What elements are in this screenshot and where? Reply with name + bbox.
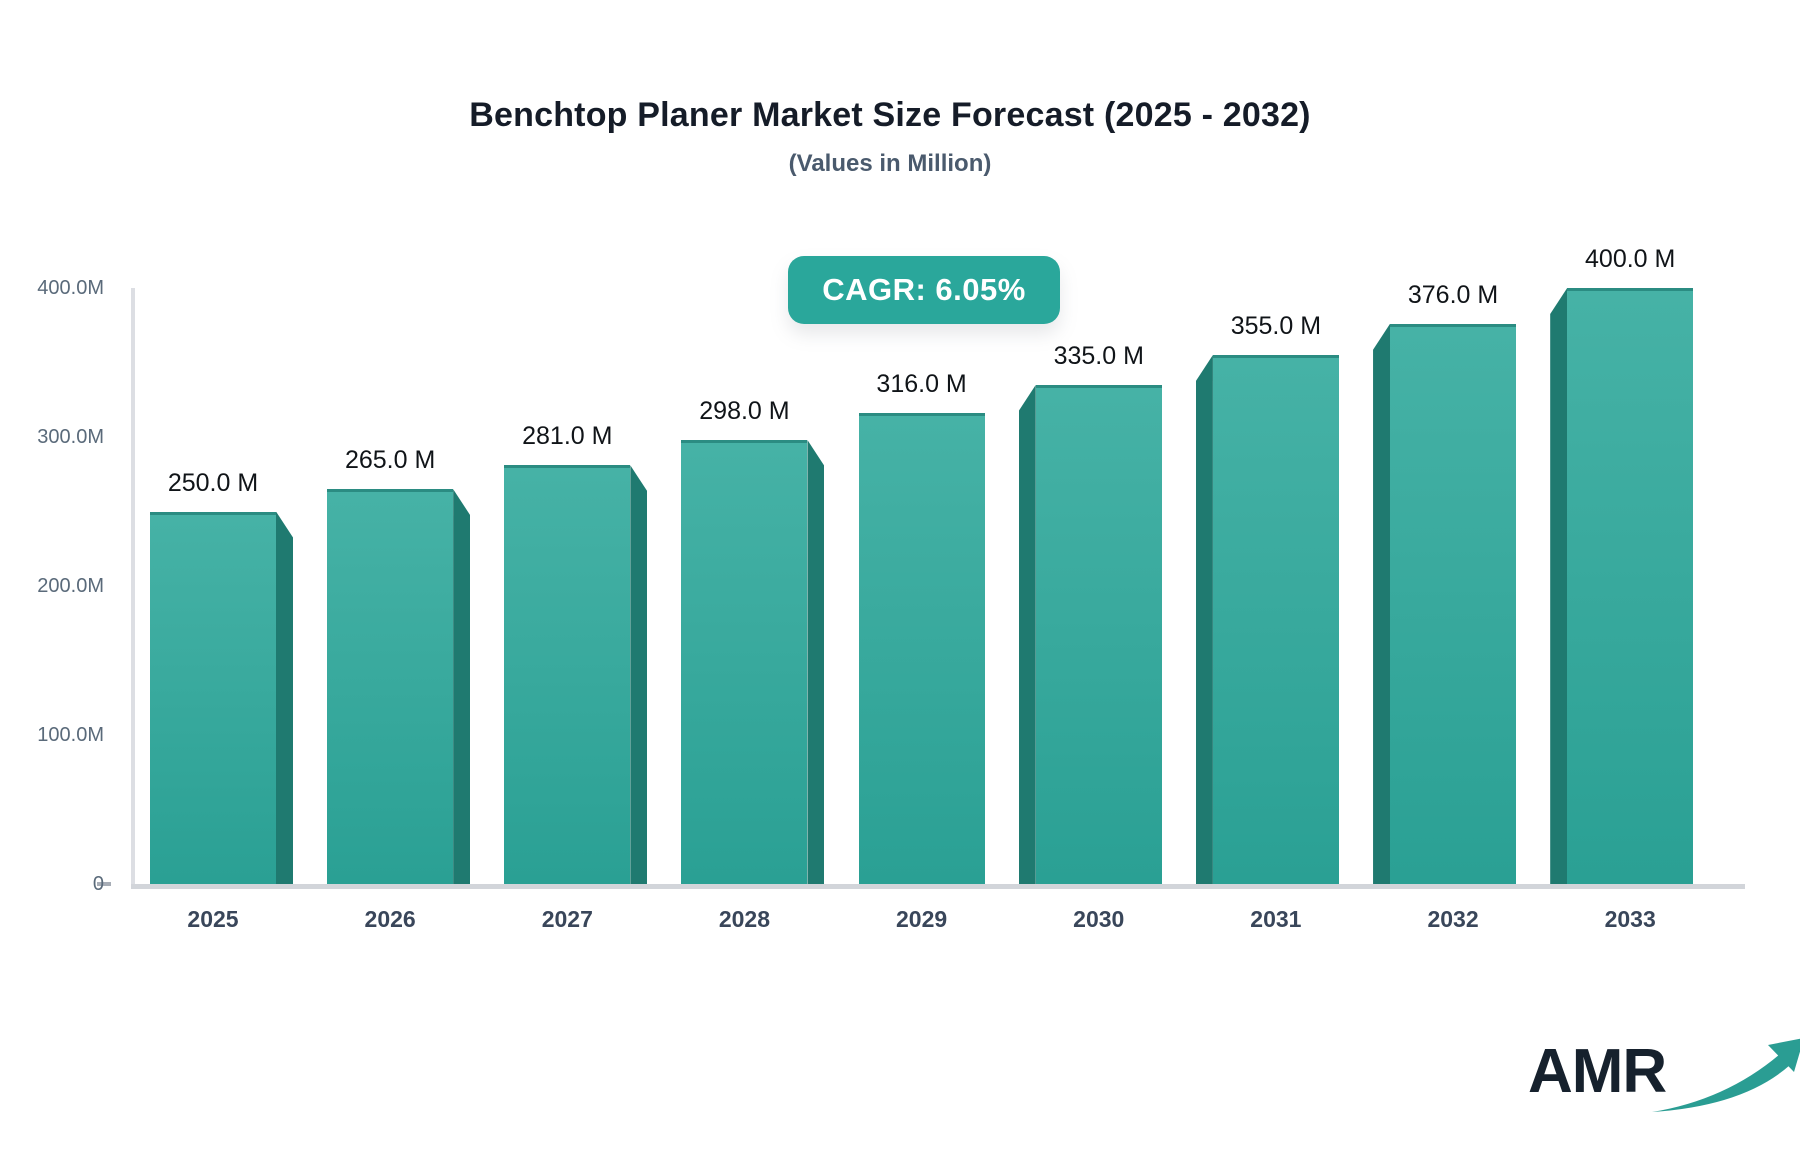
bar-value-label-2025: 250.0 M: [167, 468, 259, 497]
bar-value-label-2033: 400.0 M: [1585, 245, 1676, 273]
bar-2028: [681, 439, 808, 884]
bar-side-2026: [453, 489, 471, 884]
bar-value-label-2029: 316.0 M: [876, 370, 967, 399]
x-tick-label-2027: 2027: [541, 906, 593, 932]
trend-up-arrow-icon: [1652, 1038, 1800, 1112]
y-tick-label-100.0M: 100.0M: [37, 724, 104, 746]
x-tick-label-2025: 2025: [187, 906, 239, 932]
y-tick-label-0: 0: [92, 873, 104, 895]
bar-value-label-2028: 298.0 M: [699, 396, 790, 425]
bar-side-2027: [630, 465, 648, 884]
y-tick-label-400.0M: 400.0M: [37, 277, 104, 299]
x-tick-label-2032: 2032: [1427, 906, 1479, 932]
zero-tick-mark: [97, 882, 111, 886]
bar-side-2032: [1373, 323, 1391, 884]
bar-value-label-2032: 376.0 M: [1407, 280, 1499, 309]
bar-2032: [1390, 323, 1517, 884]
cagr-badge: CAGR: 6.05%: [788, 256, 1060, 324]
x-tick-label-2028: 2028: [718, 906, 771, 932]
bar-side-2030: [1018, 384, 1036, 884]
bar-side-2028: [807, 439, 825, 884]
x-tick-label-2030: 2030: [1073, 906, 1125, 932]
bar-2030: [1035, 384, 1162, 884]
bar-value-label-2030: 335.0 M: [1053, 341, 1144, 370]
bar-2026: [327, 489, 454, 884]
bar-value-label-2026: 265.0 M: [344, 446, 436, 475]
x-tick-label-2031: 2031: [1250, 906, 1302, 932]
chart-subtitle: (Values in Million): [788, 150, 992, 177]
bar-2031: [1212, 355, 1339, 884]
x-axis-baseline: [131, 884, 1745, 889]
y-tick-label-300.0M: 300.0M: [37, 426, 104, 448]
cagr-badge-label: CAGR: 6.05%: [822, 272, 1026, 307]
x-tick-label-2033: 2033: [1604, 906, 1656, 932]
chart-title: Benchtop Planer Market Size Forecast (20…: [469, 96, 1311, 134]
x-tick-label-2029: 2029: [896, 906, 948, 932]
y-tick-label-200.0M: 200.0M: [37, 575, 104, 597]
y-axis-line: [131, 288, 135, 885]
bar-side-2025: [276, 511, 293, 884]
bar-side-2031: [1195, 355, 1213, 884]
amr-logo-text: AMR: [1528, 1037, 1667, 1106]
bar-2033: [1567, 288, 1694, 884]
bar-value-label-2027: 281.0 M: [522, 422, 613, 451]
x-tick-label-2026: 2026: [364, 906, 416, 932]
bar-2025: [150, 511, 276, 884]
bar-2027: [504, 465, 631, 884]
bar-value-label-2031: 355.0 M: [1230, 312, 1322, 341]
bar-side-2033: [1550, 288, 1568, 884]
bar-2029: [858, 413, 985, 884]
amr-logo: AMR: [1528, 1030, 1800, 1130]
